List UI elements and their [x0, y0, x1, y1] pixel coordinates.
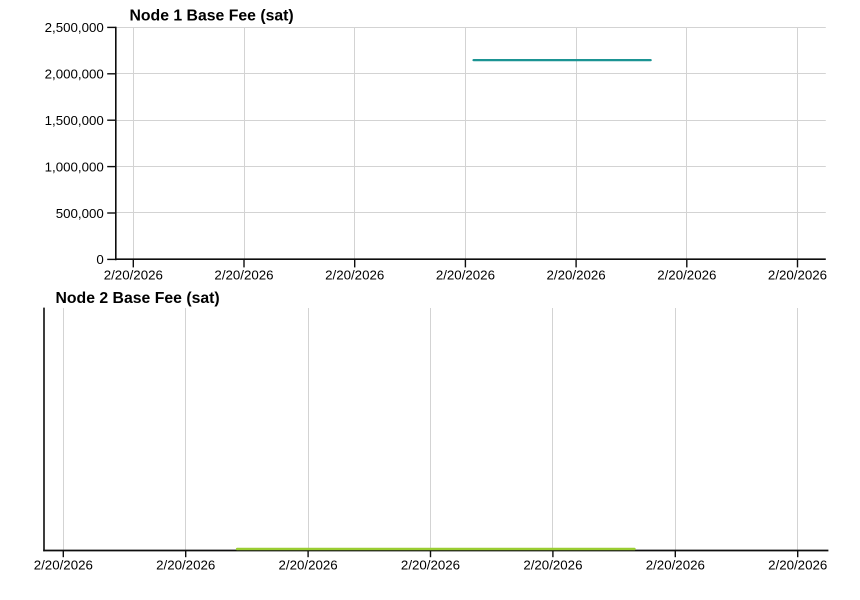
svg-text:2/20/2026: 2/20/2026	[768, 268, 827, 283]
svg-text:1,500,000: 1,500,000	[45, 113, 104, 128]
svg-text:2/20/2026: 2/20/2026	[646, 558, 705, 573]
svg-text:2/20/2026: 2/20/2026	[547, 268, 606, 283]
svg-text:2/20/2026: 2/20/2026	[401, 558, 460, 573]
svg-text:Node 2 Base Fee (sat): Node 2 Base Fee (sat)	[56, 290, 220, 307]
svg-text:2/20/2026: 2/20/2026	[214, 268, 273, 283]
svg-text:2/20/2026: 2/20/2026	[768, 558, 827, 573]
svg-text:2/20/2026: 2/20/2026	[325, 268, 384, 283]
svg-text:2/20/2026: 2/20/2026	[279, 558, 338, 573]
svg-text:2/20/2026: 2/20/2026	[657, 268, 716, 283]
svg-text:2/20/2026: 2/20/2026	[523, 558, 582, 573]
svg-text:500,000: 500,000	[56, 206, 104, 221]
svg-text:0: 0	[96, 252, 103, 267]
svg-text:Node 1 Base Fee (sat): Node 1 Base Fee (sat)	[130, 8, 294, 25]
svg-text:1,000,000: 1,000,000	[45, 159, 104, 174]
svg-text:2/20/2026: 2/20/2026	[104, 268, 163, 283]
svg-text:2/20/2026: 2/20/2026	[436, 268, 495, 283]
svg-text:2,500,000: 2,500,000	[45, 20, 104, 35]
svg-text:2,000,000: 2,000,000	[45, 67, 104, 82]
svg-text:2/20/2026: 2/20/2026	[156, 558, 215, 573]
svg-text:2/20/2026: 2/20/2026	[34, 558, 93, 573]
